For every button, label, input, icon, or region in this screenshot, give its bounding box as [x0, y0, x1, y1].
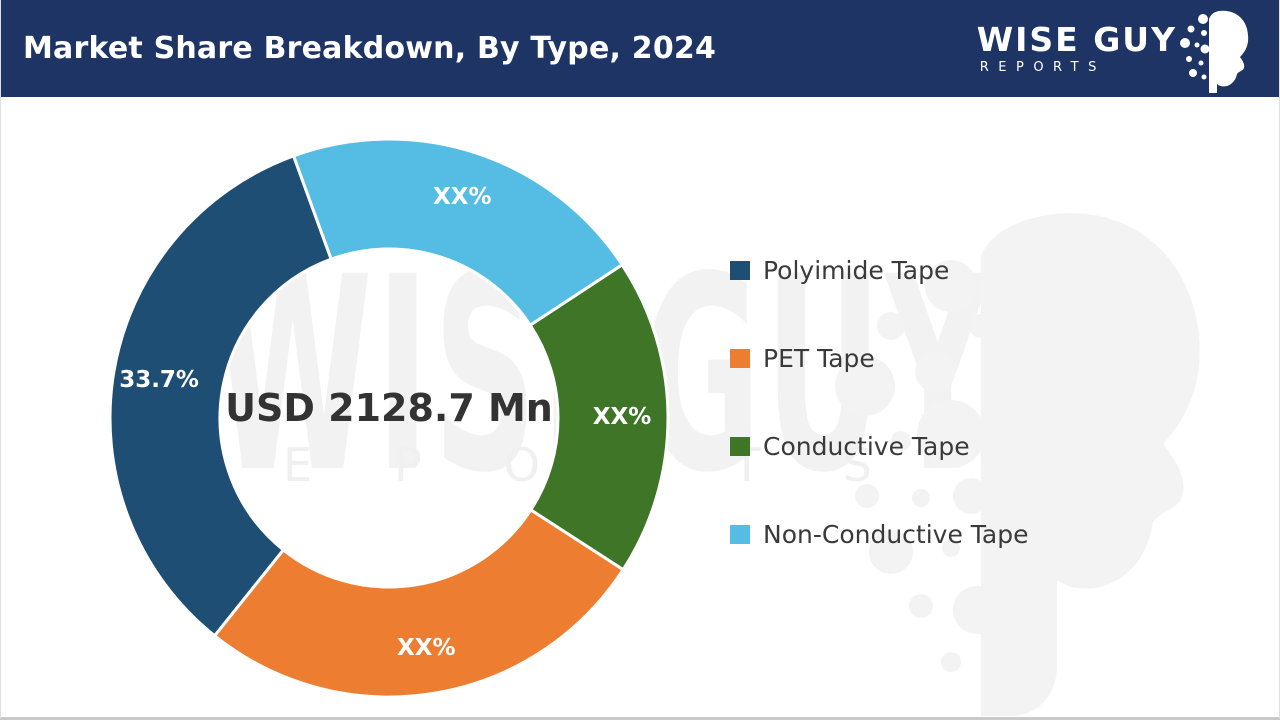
legend-label-polyimide-tape: Polyimide Tape: [763, 255, 950, 285]
header-bar: Market Share Breakdown, By Type, 2024 WI…: [1, 0, 1279, 97]
donut-chart: 33.7% XX% XX% XX% USD 2128.7 Mn: [89, 118, 689, 718]
slice-value-label-conductive-tape: XX%: [593, 404, 652, 430]
legend-item-polyimide-tape: Polyimide Tape: [730, 257, 1029, 283]
logo-subtitle: REPORTS: [979, 59, 1106, 75]
face-profile-silhouette: [981, 213, 1200, 716]
slice-value-label-non-conductive-tape: XX%: [433, 184, 492, 210]
legend-swatch-polyimide-tape: [730, 260, 750, 280]
wise-guy-reports-logo: WISE GUY REPORTS: [977, 5, 1253, 93]
legend-label-conductive-tape: Conductive Tape: [763, 431, 970, 461]
logo-text: WISE GUY REPORTS: [977, 23, 1177, 75]
legend-item-conductive-tape: Conductive Tape: [730, 433, 1029, 459]
donut-segment-polyimide-tape: [108, 154, 333, 638]
watermark-face-graphic: [835, 213, 1200, 716]
legend-swatch-non-conductive-tape: [730, 524, 750, 544]
logo-face-icon: [1180, 10, 1249, 93]
watermark-text-reports: REPORTS: [169, 442, 954, 488]
legend-label-non-conductive-tape: Non-Conductive Tape: [763, 519, 1029, 549]
legend-label-pet-tape: PET Tape: [763, 343, 875, 373]
donut-segment-pet-tape: [213, 508, 625, 699]
slice-value-label-polyimide-tape: 33.7%: [119, 367, 199, 393]
legend-swatch-conductive-tape: [730, 436, 750, 456]
slice-value-label-pet-tape: XX%: [397, 635, 456, 661]
chart-legend: Polyimide Tape PET Tape Conductive Tape Non…: [730, 257, 1029, 547]
donut-segment-conductive-tape: [528, 263, 670, 572]
donut-center-value: USD 2128.7 Mn: [225, 386, 553, 430]
legend-item-pet-tape: PET Tape: [730, 345, 1029, 371]
donut-segment-non-conductive-tape: [292, 137, 624, 327]
logo-wordmark: WISE GUY: [976, 19, 1177, 59]
page-title: Market Share Breakdown, By Type, 2024: [23, 31, 717, 66]
legend-swatch-pet-tape: [730, 348, 750, 368]
legend-item-non-conductive-tape: Non-Conductive Tape: [730, 521, 1029, 547]
